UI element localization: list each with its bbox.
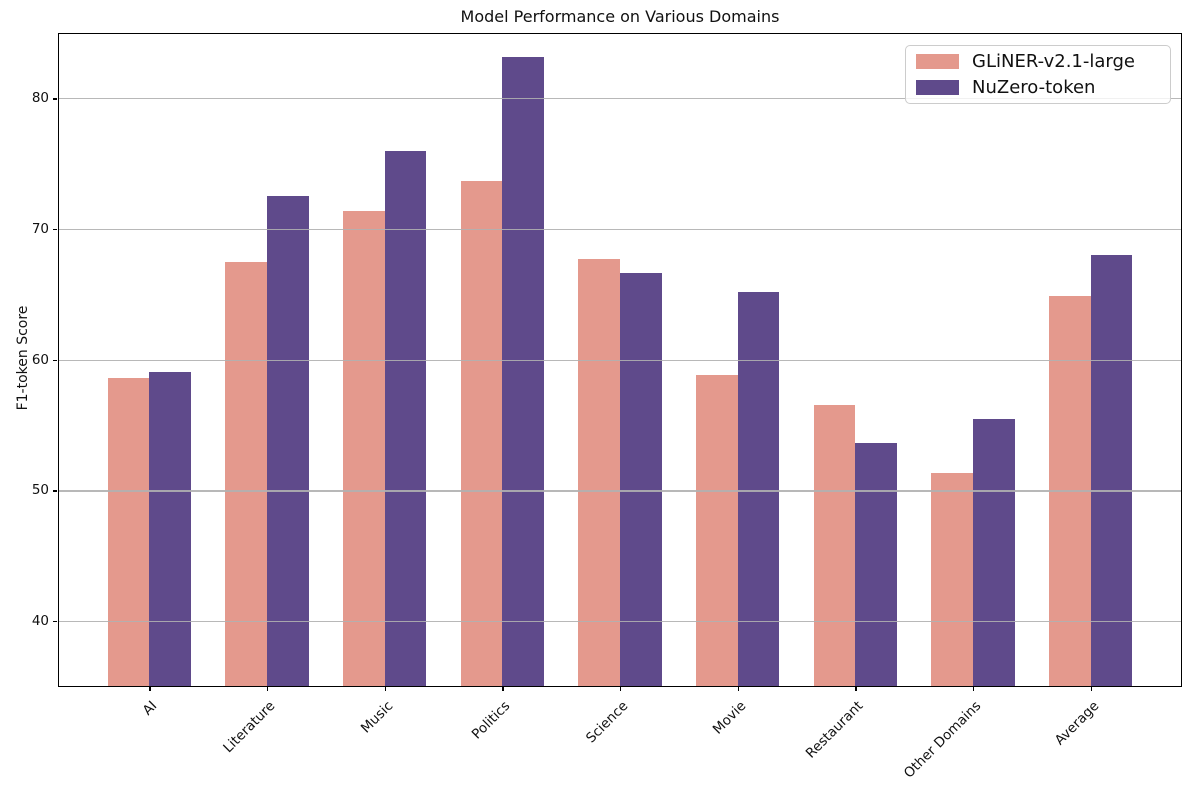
x-tick-label-movie: Movie xyxy=(709,697,749,738)
x-tick-label-ai: AI xyxy=(139,697,161,719)
bar-gliner-v2-1-large-politics xyxy=(460,180,503,687)
legend-item-gliner: GLiNER-v2.1-large xyxy=(906,51,1170,72)
x-tick-mark xyxy=(1090,687,1092,691)
x-tick-label-science: Science xyxy=(582,697,632,746)
legend-label-nuzero: NuZero-token xyxy=(972,77,1096,98)
bar-nuzero-token-other-domains xyxy=(972,418,1015,687)
y-tick-label: 80 xyxy=(31,90,49,107)
x-tick-label-other-domains: Other Domains xyxy=(900,697,985,781)
gridline-y-50 xyxy=(57,490,1182,492)
y-tick-mark xyxy=(53,490,57,492)
gridline-y-80 xyxy=(57,98,1182,100)
x-tick-mark xyxy=(266,687,269,691)
bar-gliner-v2-1-large-music xyxy=(342,210,385,687)
gridline-y-70 xyxy=(57,229,1182,231)
x-tick-label-literature: Literature xyxy=(220,697,279,756)
y-tick-label: 70 xyxy=(31,221,49,238)
x-tick-label-music: Music xyxy=(357,697,396,736)
legend-swatch-nuzero xyxy=(916,80,959,95)
x-tick-mark xyxy=(149,687,151,691)
legend-label-gliner: GLiNER-v2.1-large xyxy=(972,51,1135,72)
bar-nuzero-token-science xyxy=(619,273,662,687)
y-tick-label: 40 xyxy=(31,613,49,630)
x-tick-mark xyxy=(502,687,504,691)
bar-gliner-v2-1-large-ai xyxy=(107,378,150,687)
x-tick-label-restaurant: Restaurant xyxy=(802,697,867,762)
bar-nuzero-token-movie xyxy=(737,291,780,687)
x-tick-mark xyxy=(737,687,739,691)
bar-nuzero-token-politics xyxy=(502,56,544,687)
x-tick-label-politics: Politics xyxy=(469,697,514,742)
bar-nuzero-token-literature xyxy=(266,196,309,687)
bar-nuzero-token-music xyxy=(384,150,427,687)
bar-gliner-v2-1-large-science xyxy=(578,259,620,687)
x-tick-mark xyxy=(384,687,386,691)
x-tick-mark xyxy=(619,687,622,691)
x-tick-label-average: Average xyxy=(1051,697,1102,749)
gridline-y-60 xyxy=(57,359,1182,361)
legend: GLiNER-v2.1-large NuZero-token xyxy=(905,45,1171,104)
y-tick-mark xyxy=(53,359,57,362)
y-tick-label: 50 xyxy=(31,482,49,499)
y-tick-mark xyxy=(53,621,57,623)
bar-nuzero-token-average xyxy=(1090,255,1133,687)
legend-swatch-gliner xyxy=(916,54,959,69)
plot-area xyxy=(57,33,1182,687)
bar-gliner-v2-1-large-other-domains xyxy=(931,473,973,687)
bar-nuzero-token-restaurant xyxy=(855,443,897,687)
chart-title: Model Performance on Various Domains xyxy=(460,7,780,26)
x-tick-mark xyxy=(972,687,975,691)
bar-gliner-v2-1-large-literature xyxy=(225,261,267,687)
legend-item-nuzero: NuZero-token xyxy=(906,77,1170,98)
y-tick-mark xyxy=(53,98,57,100)
gridline-y-40 xyxy=(57,621,1182,623)
x-tick-mark xyxy=(855,687,857,691)
y-tick-mark xyxy=(53,229,57,231)
y-tick-label: 60 xyxy=(31,351,49,368)
bar-nuzero-token-ai xyxy=(149,371,191,687)
bar-gliner-v2-1-large-restaurant xyxy=(813,405,856,687)
bar-gliner-v2-1-large-movie xyxy=(695,375,738,687)
